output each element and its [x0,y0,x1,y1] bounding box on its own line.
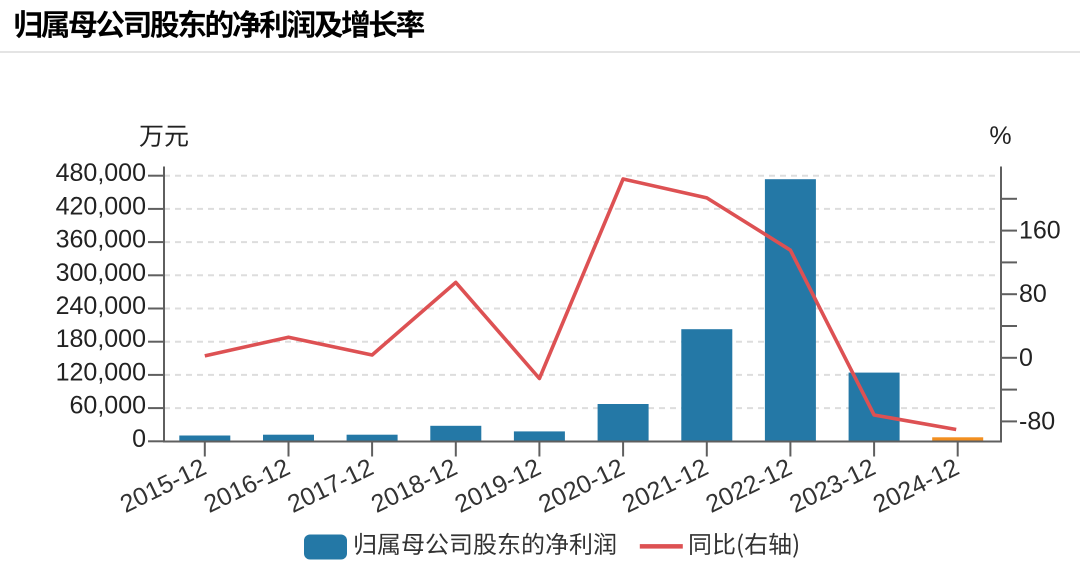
svg-text:160: 160 [1019,217,1061,245]
svg-text:0: 0 [1019,344,1033,372]
svg-text:2015-12: 2015-12 [116,453,211,518]
svg-text:2019-12: 2019-12 [450,453,545,518]
svg-text:2017-12: 2017-12 [283,453,378,518]
svg-text:240,000: 240,000 [56,292,146,320]
svg-text:%: % [989,122,1011,150]
svg-text:-80: -80 [1019,407,1055,435]
svg-text:2022-12: 2022-12 [701,453,796,518]
svg-text:420,000: 420,000 [56,192,146,220]
svg-text:2020-12: 2020-12 [534,453,629,518]
svg-text:2023-12: 2023-12 [785,453,880,518]
svg-text:0: 0 [132,425,146,453]
svg-text:480,000: 480,000 [56,159,146,187]
svg-text:300,000: 300,000 [56,259,146,287]
svg-text:2018-12: 2018-12 [367,453,462,518]
svg-text:120,000: 120,000 [56,358,146,386]
svg-text:80: 80 [1019,280,1047,308]
svg-text:60,000: 60,000 [70,392,146,420]
svg-text:180,000: 180,000 [56,325,146,353]
svg-text:2024-12: 2024-12 [869,453,964,518]
svg-text:2021-12: 2021-12 [618,453,713,518]
svg-text:360,000: 360,000 [56,226,146,254]
svg-text:2016-12: 2016-12 [200,453,295,518]
